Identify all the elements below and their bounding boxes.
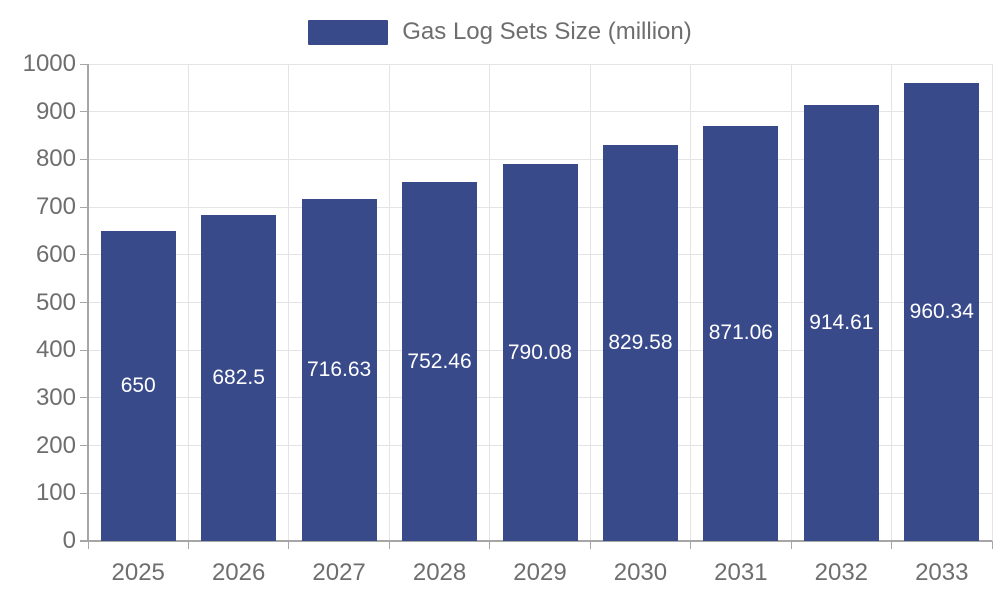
bar-value-label: 716.63 [306, 358, 372, 382]
x-axis-label: 2025 [111, 559, 165, 586]
legend[interactable]: Gas Log Sets Size (million) [0, 16, 1000, 48]
y-axis-label: 500 [35, 288, 76, 316]
x-axis-label: 2031 [714, 559, 768, 586]
x-axis-tick [288, 541, 290, 549]
y-axis-tick [80, 349, 88, 351]
y-axis-tick [80, 397, 88, 399]
bar[interactable] [301, 199, 377, 541]
y-axis-label: 900 [35, 97, 76, 125]
bar[interactable] [502, 164, 578, 541]
x-axis-label: 2028 [412, 559, 467, 586]
y-axis-tick [80, 445, 88, 447]
x-axis-tick [489, 541, 491, 549]
x-gridline [489, 64, 491, 541]
x-gridline [690, 64, 692, 541]
bar[interactable] [703, 125, 779, 541]
y-axis-tick [80, 111, 88, 113]
x-axis-tick [388, 541, 390, 549]
y-gridline [88, 63, 992, 65]
y-axis-label: 200 [35, 431, 76, 459]
bar-value-label: 960.34 [909, 299, 974, 323]
x-axis-label: 2029 [513, 559, 567, 586]
y-axis-tick [80, 492, 88, 494]
x-gridline [388, 64, 390, 541]
bar-value-label: 752.46 [407, 349, 472, 373]
x-axis-label: 2026 [211, 559, 266, 586]
y-axis-tick [80, 158, 88, 160]
y-axis-label: 700 [35, 193, 76, 221]
x-axis-tick [991, 541, 993, 549]
y-axis-label: 600 [35, 240, 76, 268]
x-axis-tick [589, 541, 591, 549]
bar[interactable] [904, 82, 980, 541]
bar[interactable] [402, 182, 478, 541]
bar-value-label: 790.08 [507, 340, 573, 364]
legend-swatch [308, 19, 389, 45]
bar-value-label: 914.61 [809, 310, 874, 334]
x-axis-label: 2033 [915, 559, 969, 586]
x-gridline [187, 64, 189, 541]
bar-value-label: 650 [120, 373, 156, 397]
y-axis-tick [80, 254, 88, 256]
y-axis-tick [80, 63, 88, 65]
y-axis-label: 1000 [22, 50, 76, 77]
bar-value-label: 682.5 [212, 366, 265, 390]
y-axis-label: 400 [35, 336, 76, 364]
x-axis-label: 2027 [312, 559, 366, 586]
x-gridline [288, 64, 290, 541]
x-axis-tick [690, 541, 692, 549]
x-axis-line [80, 540, 992, 542]
x-gridline [589, 64, 591, 541]
bar-value-label: 829.58 [608, 331, 673, 355]
x-axis-tick [891, 541, 893, 549]
x-axis-tick [187, 541, 189, 549]
y-axis-label: 300 [35, 383, 76, 411]
x-axis-label: 2030 [613, 559, 668, 586]
y-axis-label: 800 [35, 145, 76, 173]
bar[interactable] [803, 104, 879, 541]
bar[interactable] [602, 145, 678, 541]
y-axis-label: 100 [35, 479, 76, 507]
x-gridline [891, 64, 893, 541]
x-axis-tick [790, 541, 792, 549]
bar[interactable] [201, 215, 277, 541]
x-gridline [790, 64, 792, 541]
bar[interactable] [100, 230, 176, 541]
y-axis-label: 0 [62, 527, 76, 554]
x-gridline [991, 64, 993, 541]
legend-label: Gas Log Sets Size (million) [402, 18, 692, 45]
x-axis-tick [87, 541, 89, 549]
y-axis-tick [80, 206, 88, 208]
bar-value-label: 871.06 [708, 321, 773, 345]
y-gridline [88, 111, 992, 113]
y-axis-tick [80, 302, 88, 303]
y-gridline [88, 158, 992, 160]
y-axis-line [87, 64, 89, 541]
x-axis-label: 2032 [814, 559, 869, 586]
